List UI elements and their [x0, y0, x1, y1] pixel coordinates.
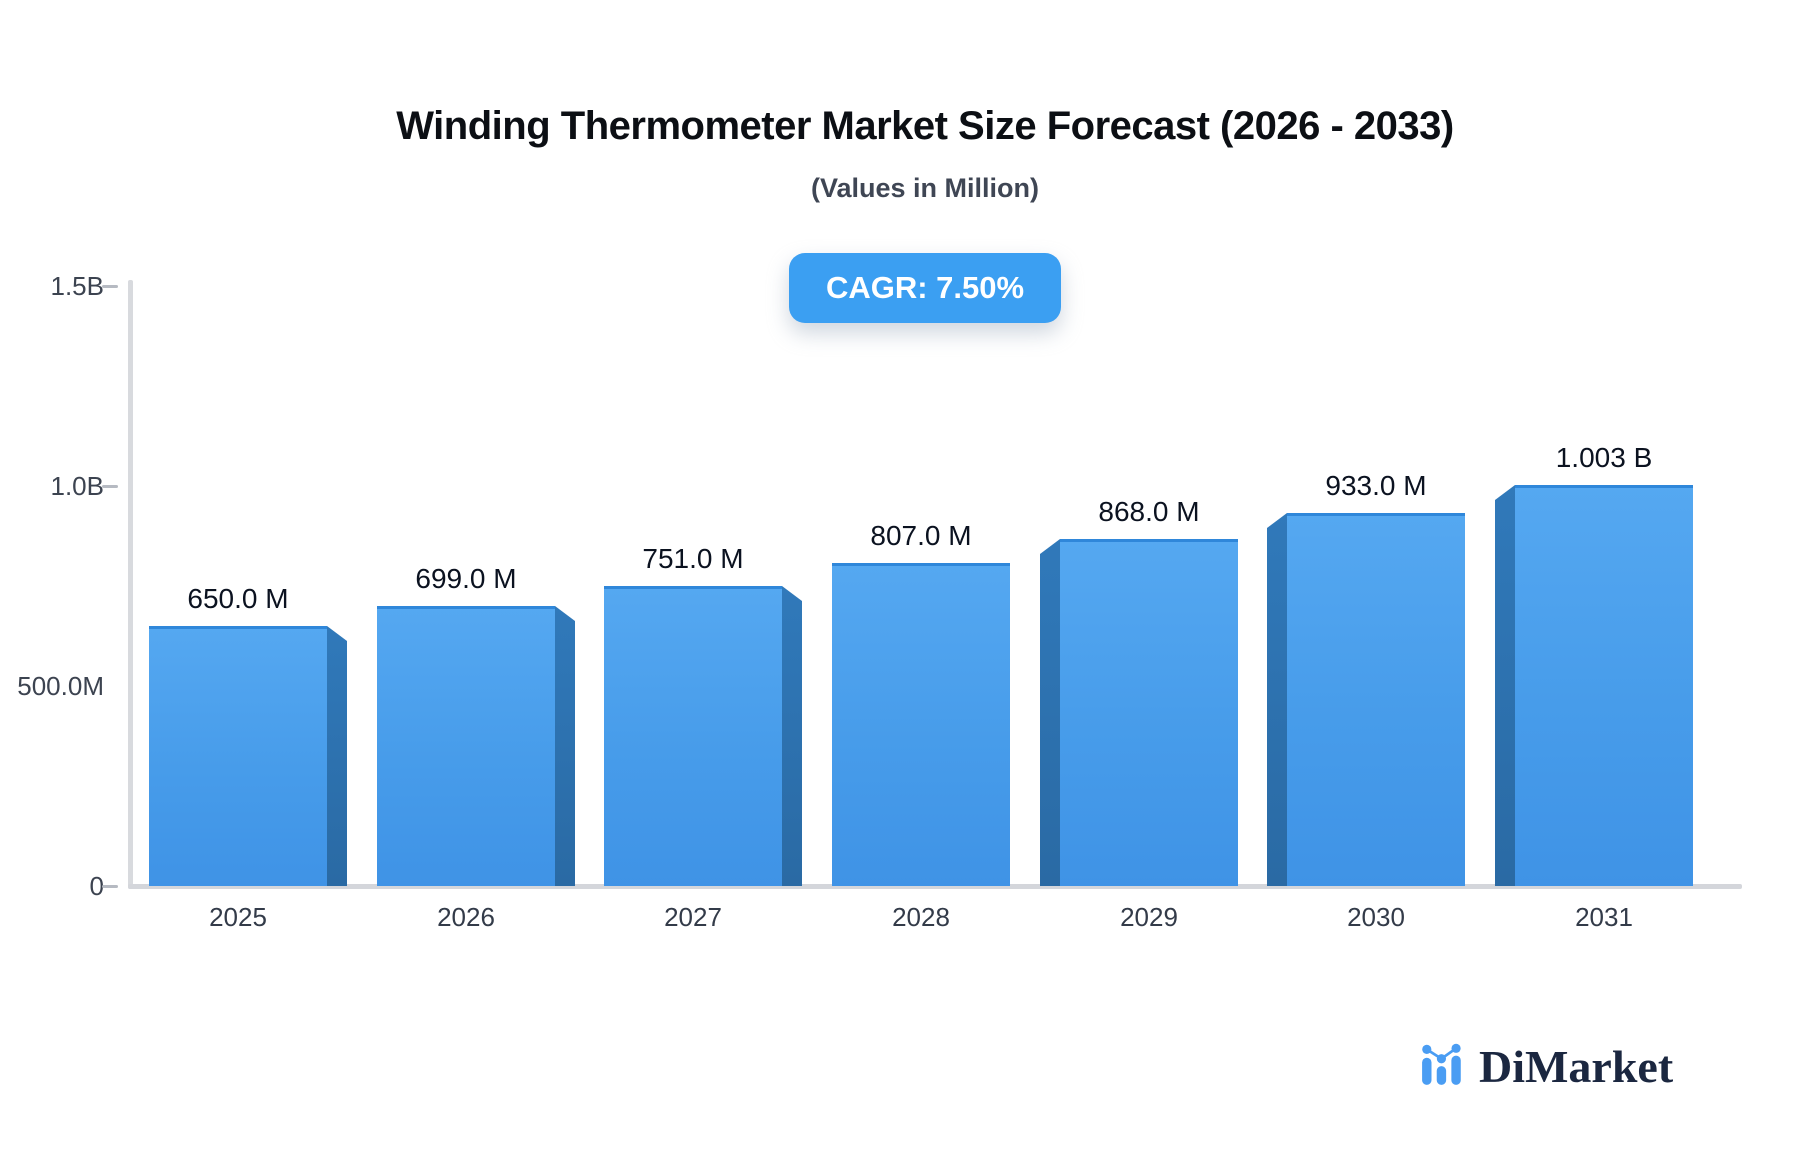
- bar-3d-side-2030: [1267, 513, 1287, 886]
- x-axis-label-2031: 2031: [1575, 902, 1633, 932]
- bar-3d-side-2026: [555, 606, 575, 886]
- y-axis-tick: [102, 285, 118, 288]
- bar-top-edge: [1287, 513, 1465, 516]
- chart-subtitle: (Values in Million): [810, 173, 1040, 203]
- x-axis-line: [128, 884, 1742, 889]
- bar-value-label-2031: 1.003 B: [1555, 442, 1653, 473]
- y-axis-label-0: 0: [89, 871, 104, 901]
- chart-title: Winding Thermometer Market Size Forecast…: [396, 104, 1454, 148]
- bar-value-label-2028: 807.0 M: [870, 520, 972, 551]
- bar-3d-side-2029: [1040, 539, 1060, 886]
- brand-logo: DiMarket: [1420, 1040, 1673, 1093]
- x-axis-label-2028: 2028: [892, 902, 950, 932]
- bar-3d-side-2031: [1495, 485, 1515, 886]
- x-axis-label-2026: 2026: [437, 902, 495, 932]
- bar-value-label-2027: 751.0 M: [642, 543, 744, 574]
- y-axis-tick: [102, 485, 118, 488]
- bar-top-edge: [377, 606, 555, 609]
- bar-value-label-2025: 650.0 M: [187, 583, 289, 614]
- chart-header: Winding Thermometer Market Size Forecast…: [25, 0, 1800, 204]
- bar-top-edge: [1515, 485, 1693, 488]
- y-axis-line: [128, 280, 133, 889]
- bar-top-edge: [604, 586, 782, 589]
- bar-top-edge: [1060, 539, 1238, 542]
- bar-value-label-2029: 868.0 M: [1098, 496, 1200, 527]
- dimarket-logo-icon: [1420, 1040, 1466, 1093]
- bar-2031: [1515, 485, 1693, 886]
- y-axis-label-500.0M: 500.0M: [17, 671, 104, 701]
- bar-2027: [604, 586, 782, 886]
- brand-logo-text: DiMarket: [1479, 1040, 1674, 1092]
- bar-2030: [1287, 513, 1465, 886]
- bar-2025: [149, 626, 327, 886]
- x-axis-label-2030: 2030: [1347, 902, 1405, 932]
- bar-3d-side-2027: [782, 586, 802, 886]
- bar-value-label-2026: 699.0 M: [415, 563, 517, 594]
- cagr-badge: CAGR: 7.50%: [789, 253, 1061, 323]
- y-axis-tick: [102, 885, 118, 888]
- bar-top-edge: [832, 563, 1010, 566]
- y-axis-label-1.0B: 1.0B: [50, 471, 105, 501]
- bar-value-label-2030: 933.0 M: [1325, 470, 1427, 501]
- bar-3d-side-2025: [327, 626, 347, 886]
- x-axis-label-2027: 2027: [664, 902, 722, 932]
- bar-2029: [1060, 539, 1238, 886]
- bar-2028: [832, 563, 1010, 886]
- bar-2026: [377, 606, 555, 886]
- x-axis-label-2029: 2029: [1120, 902, 1178, 932]
- y-axis-label-1.5B: 1.5B: [50, 271, 105, 301]
- bar-top-edge: [149, 626, 327, 629]
- x-axis-label-2025: 2025: [209, 902, 267, 932]
